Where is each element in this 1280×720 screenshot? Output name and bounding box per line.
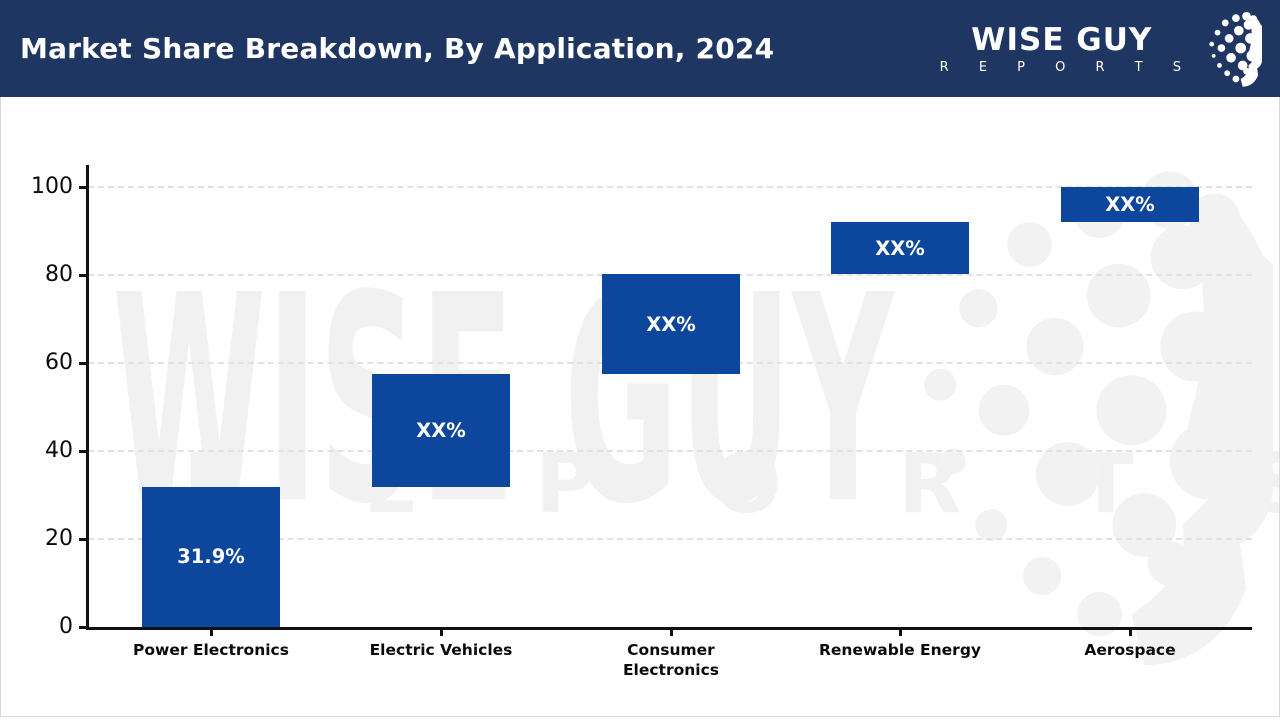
y-axis-tick-label: 100 <box>31 174 73 199</box>
y-axis-tick <box>79 626 87 629</box>
market-share-bar <box>142 486 280 627</box>
x-axis-category-label: Electric Vehicles <box>369 641 513 659</box>
dotted-head-profile-icon <box>1209 11 1262 87</box>
y-axis-tick <box>79 274 87 277</box>
brand-wordmark: WISE GUY R E P O R T S <box>930 22 1194 75</box>
y-gridline <box>88 186 1252 188</box>
y-axis-tick-label: 40 <box>45 438 73 463</box>
y-gridline <box>88 450 1252 452</box>
y-axis-tick-label: 20 <box>45 526 73 551</box>
y-gridline <box>88 538 1252 540</box>
market-share-bar <box>602 274 740 374</box>
market-share-bar <box>1061 187 1199 223</box>
y-axis-tick <box>79 362 87 365</box>
bar-value-label: XX% <box>646 312 696 336</box>
x-axis-category-label: Power Electronics <box>133 641 289 659</box>
brand-subname: R E P O R T S <box>939 60 1194 75</box>
y-axis-tick <box>79 450 87 453</box>
x-axis-category-label: Aerospace <box>1084 641 1176 659</box>
x-axis-category-label: Consumer Electronics <box>622 641 720 679</box>
x-axis-category-label: Renewable Energy <box>818 641 982 659</box>
bar-value-label: XX% <box>1105 193 1155 217</box>
chart-title: Market Share Breakdown, By Application, … <box>20 32 775 65</box>
x-axis-line <box>86 627 1252 630</box>
header-bar: Market Share Breakdown, By Application, … <box>0 0 1280 97</box>
x-axis-tick <box>210 629 213 636</box>
x-axis-tick <box>440 629 443 636</box>
x-axis-tick <box>899 629 902 636</box>
bar-value-label: XX% <box>416 418 466 442</box>
bar-value-label: 31.9% <box>177 545 245 569</box>
y-axis-tick-label: 60 <box>45 350 73 375</box>
y-axis-tick-label: 80 <box>45 262 73 287</box>
brand-name: WISE GUY <box>971 22 1153 58</box>
y-axis-tick <box>79 538 87 541</box>
market-share-bar <box>372 374 510 487</box>
y-axis-tick-label: 0 <box>59 614 73 639</box>
x-axis-tick <box>1129 629 1132 636</box>
x-axis-tick <box>670 629 673 636</box>
y-axis-tick <box>79 186 87 189</box>
y-axis-line <box>86 165 89 630</box>
bar-value-label: XX% <box>875 236 925 260</box>
brand-logo: WISE GUY R E P O R T S <box>940 6 1266 92</box>
market-share-bar <box>831 222 969 275</box>
